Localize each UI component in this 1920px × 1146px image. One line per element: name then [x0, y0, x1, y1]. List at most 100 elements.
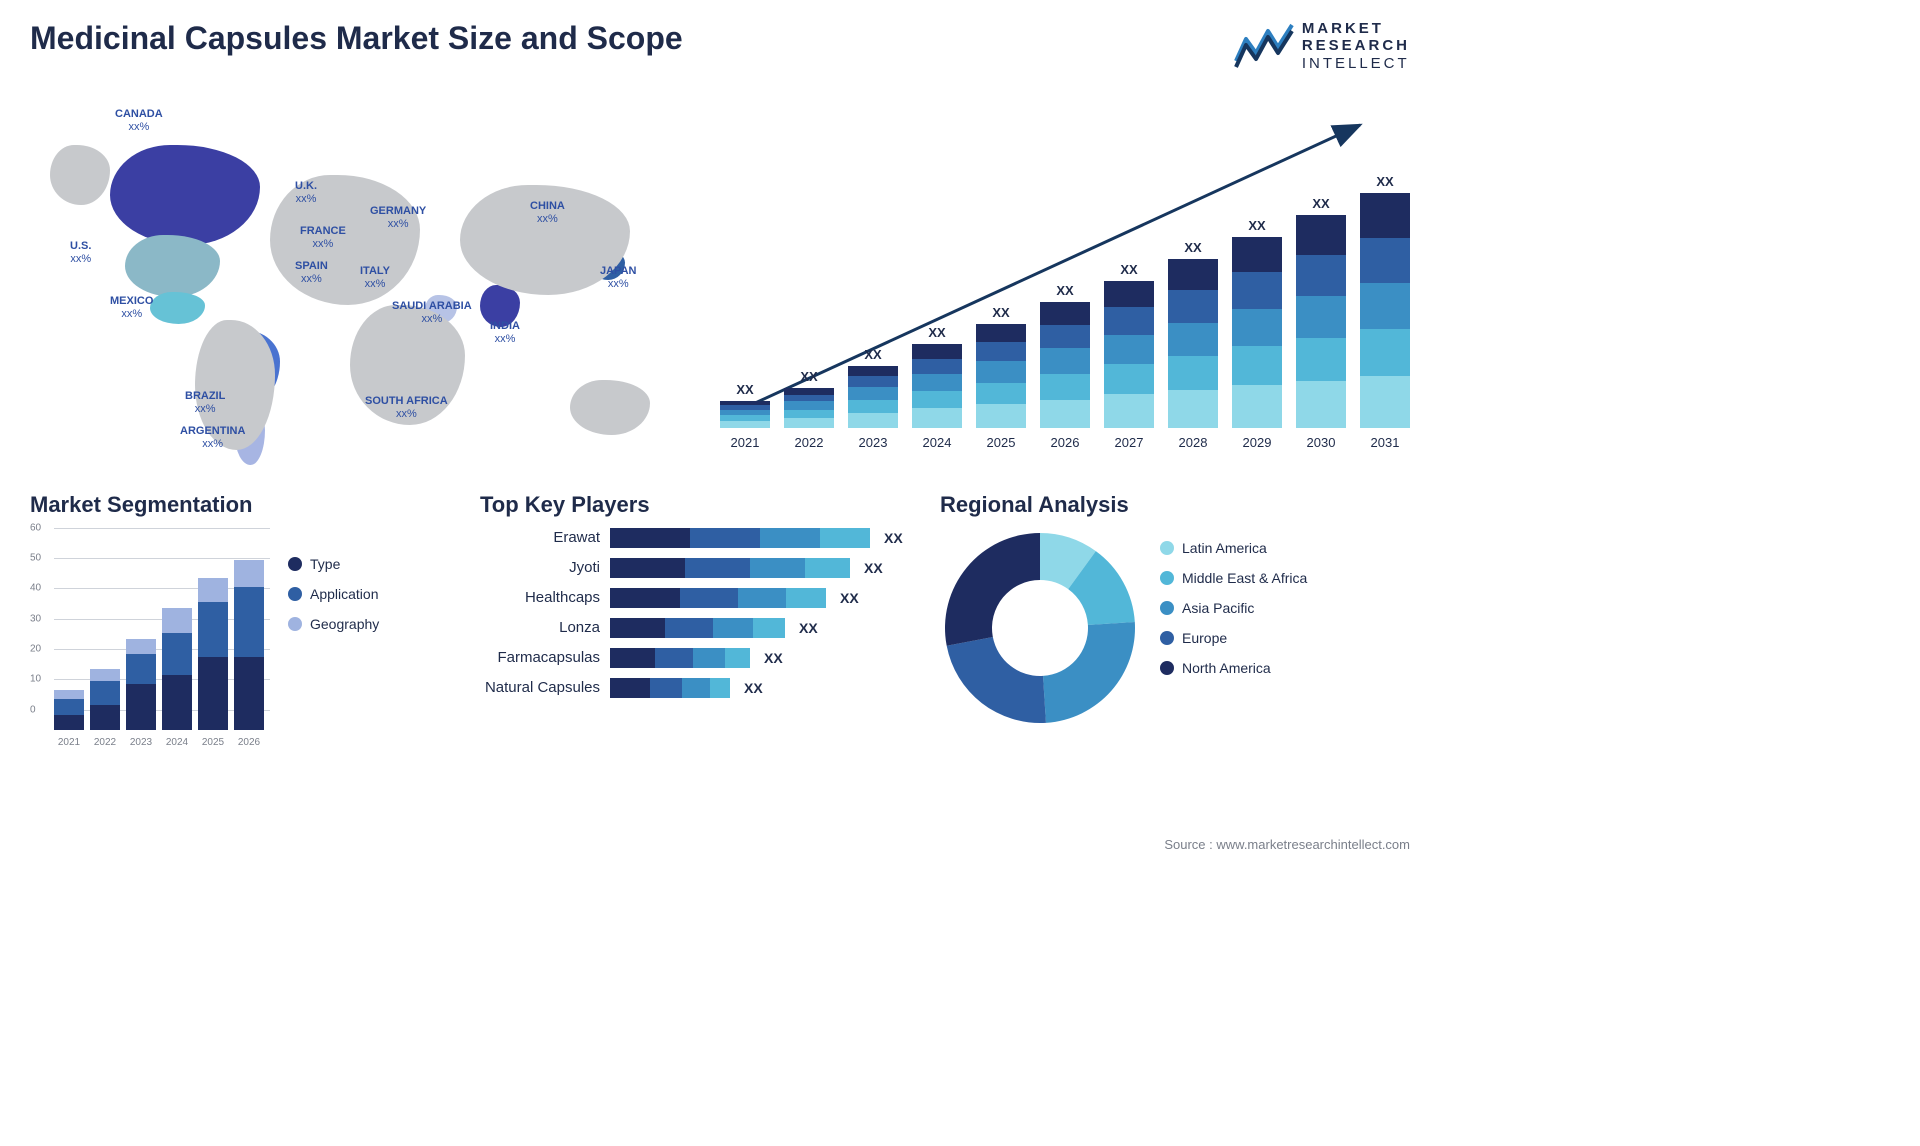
- bar-segment: [753, 618, 785, 638]
- bar-segment: [1296, 296, 1346, 338]
- bar-segment: [162, 675, 192, 730]
- player-bar: [610, 618, 785, 638]
- page-title: Medicinal Capsules Market Size and Scope: [30, 20, 683, 57]
- bar-value-label: XX: [1248, 218, 1265, 233]
- player-bar: [610, 528, 870, 548]
- bar-segment: [912, 391, 962, 408]
- bar-segment: [848, 413, 898, 428]
- bar-value-label: XX: [928, 325, 945, 340]
- legend-swatch: [1160, 541, 1174, 555]
- map-label: GERMANYxx%: [370, 205, 426, 231]
- bar-segment: [610, 528, 690, 548]
- player-value: XX: [764, 650, 783, 666]
- bar-segment: [610, 678, 650, 698]
- bar-segment: [848, 387, 898, 400]
- y-tick-label: 0: [30, 704, 36, 715]
- x-tick-label: 2025: [198, 737, 228, 748]
- bar-segment: [650, 678, 682, 698]
- map-label: CHINAxx%: [530, 200, 565, 226]
- legend-item: Type: [288, 556, 379, 572]
- bar-segment: [610, 588, 680, 608]
- segmentation-bar: [162, 608, 192, 729]
- legend-swatch: [288, 617, 302, 631]
- bar-segment: [713, 618, 753, 638]
- bar-segment: [912, 408, 962, 427]
- legend-swatch: [288, 557, 302, 571]
- bar-value-label: XX: [736, 382, 753, 397]
- player-value: XX: [744, 680, 763, 696]
- bar-segment: [198, 602, 228, 657]
- x-tick-label: 2024: [912, 435, 962, 450]
- segmentation-bar: [54, 690, 84, 729]
- player-name: Erawat: [480, 529, 610, 546]
- y-tick-label: 40: [30, 583, 41, 594]
- bar-segment: [610, 618, 665, 638]
- growth-bar: XX: [1104, 262, 1154, 428]
- legend-item: Application: [288, 586, 379, 602]
- bar-value-label: XX: [1056, 283, 1073, 298]
- legend-item: Europe: [1160, 630, 1307, 646]
- x-tick-label: 2027: [1104, 435, 1154, 450]
- growth-bar: XX: [1360, 174, 1410, 428]
- segmentation-chart: 202120222023202420252026 0102030405060: [30, 528, 270, 748]
- bar-segment: [805, 558, 850, 578]
- brand-logo: MARKET RESEARCH INTELLECT: [1234, 20, 1410, 72]
- logo-line3: INTELLECT: [1302, 55, 1410, 72]
- bar-segment: [848, 366, 898, 377]
- x-tick-label: 2022: [784, 435, 834, 450]
- legend-swatch: [1160, 601, 1174, 615]
- bar-segment: [162, 608, 192, 632]
- bar-segment: [1168, 323, 1218, 356]
- x-tick-label: 2023: [126, 737, 156, 748]
- x-tick-label: 2026: [1040, 435, 1090, 450]
- bar-segment: [665, 618, 713, 638]
- legend-label: Application: [310, 586, 379, 602]
- bar-segment: [690, 528, 760, 548]
- segmentation-bar: [126, 639, 156, 730]
- y-tick-label: 30: [30, 613, 41, 624]
- donut-slice: [947, 637, 1046, 723]
- grid-line: [54, 528, 270, 529]
- legend-label: Latin America: [1182, 540, 1267, 556]
- world-map: CANADAxx%U.S.xx%MEXICOxx%BRAZILxx%ARGENT…: [30, 90, 690, 470]
- bar-segment: [1296, 338, 1346, 381]
- bar-segment: [912, 359, 962, 374]
- player-value: XX: [884, 530, 903, 546]
- map-label: BRAZILxx%: [185, 390, 225, 416]
- bar-segment: [693, 648, 725, 668]
- y-tick-label: 60: [30, 522, 41, 533]
- map-label: ITALYxx%: [360, 265, 390, 291]
- donut-slice: [945, 533, 1040, 646]
- bar-segment: [54, 699, 84, 714]
- bar-segment: [1168, 390, 1218, 428]
- bar-segment: [1360, 238, 1410, 283]
- segmentation-bar: [234, 560, 264, 730]
- legend-swatch: [1160, 631, 1174, 645]
- bar-segment: [720, 421, 770, 427]
- bar-segment: [738, 588, 786, 608]
- map-region: [110, 145, 260, 245]
- player-row: Farmacapsulas XX: [480, 648, 910, 668]
- map-label: SOUTH AFRICAxx%: [365, 395, 448, 421]
- bar-segment: [912, 374, 962, 391]
- bar-segment: [90, 681, 120, 705]
- player-row: Natural CapsulesXX: [480, 678, 910, 698]
- map-label: JAPANxx%: [600, 265, 636, 291]
- bar-value-label: XX: [1120, 262, 1137, 277]
- legend-item: Latin America: [1160, 540, 1307, 556]
- player-name: Farmacapsulas: [480, 649, 610, 666]
- x-tick-label: 2021: [54, 737, 84, 748]
- growth-bar: XX: [1040, 283, 1090, 428]
- bar-segment: [1296, 381, 1346, 428]
- bar-segment: [710, 678, 730, 698]
- bar-value-label: XX: [1184, 240, 1201, 255]
- bar-segment: [976, 361, 1026, 382]
- segmentation-legend: Type Application Geography: [288, 528, 379, 748]
- donut-slice: [1043, 622, 1135, 723]
- bar-segment: [1040, 302, 1090, 325]
- bar-segment: [198, 657, 228, 730]
- legend-item: Geography: [288, 616, 379, 632]
- growth-bar-chart: XXXXXXXXXXXXXXXXXXXXXX 20212022202320242…: [720, 90, 1410, 470]
- map-label: FRANCExx%: [300, 225, 346, 251]
- bar-segment: [1232, 309, 1282, 347]
